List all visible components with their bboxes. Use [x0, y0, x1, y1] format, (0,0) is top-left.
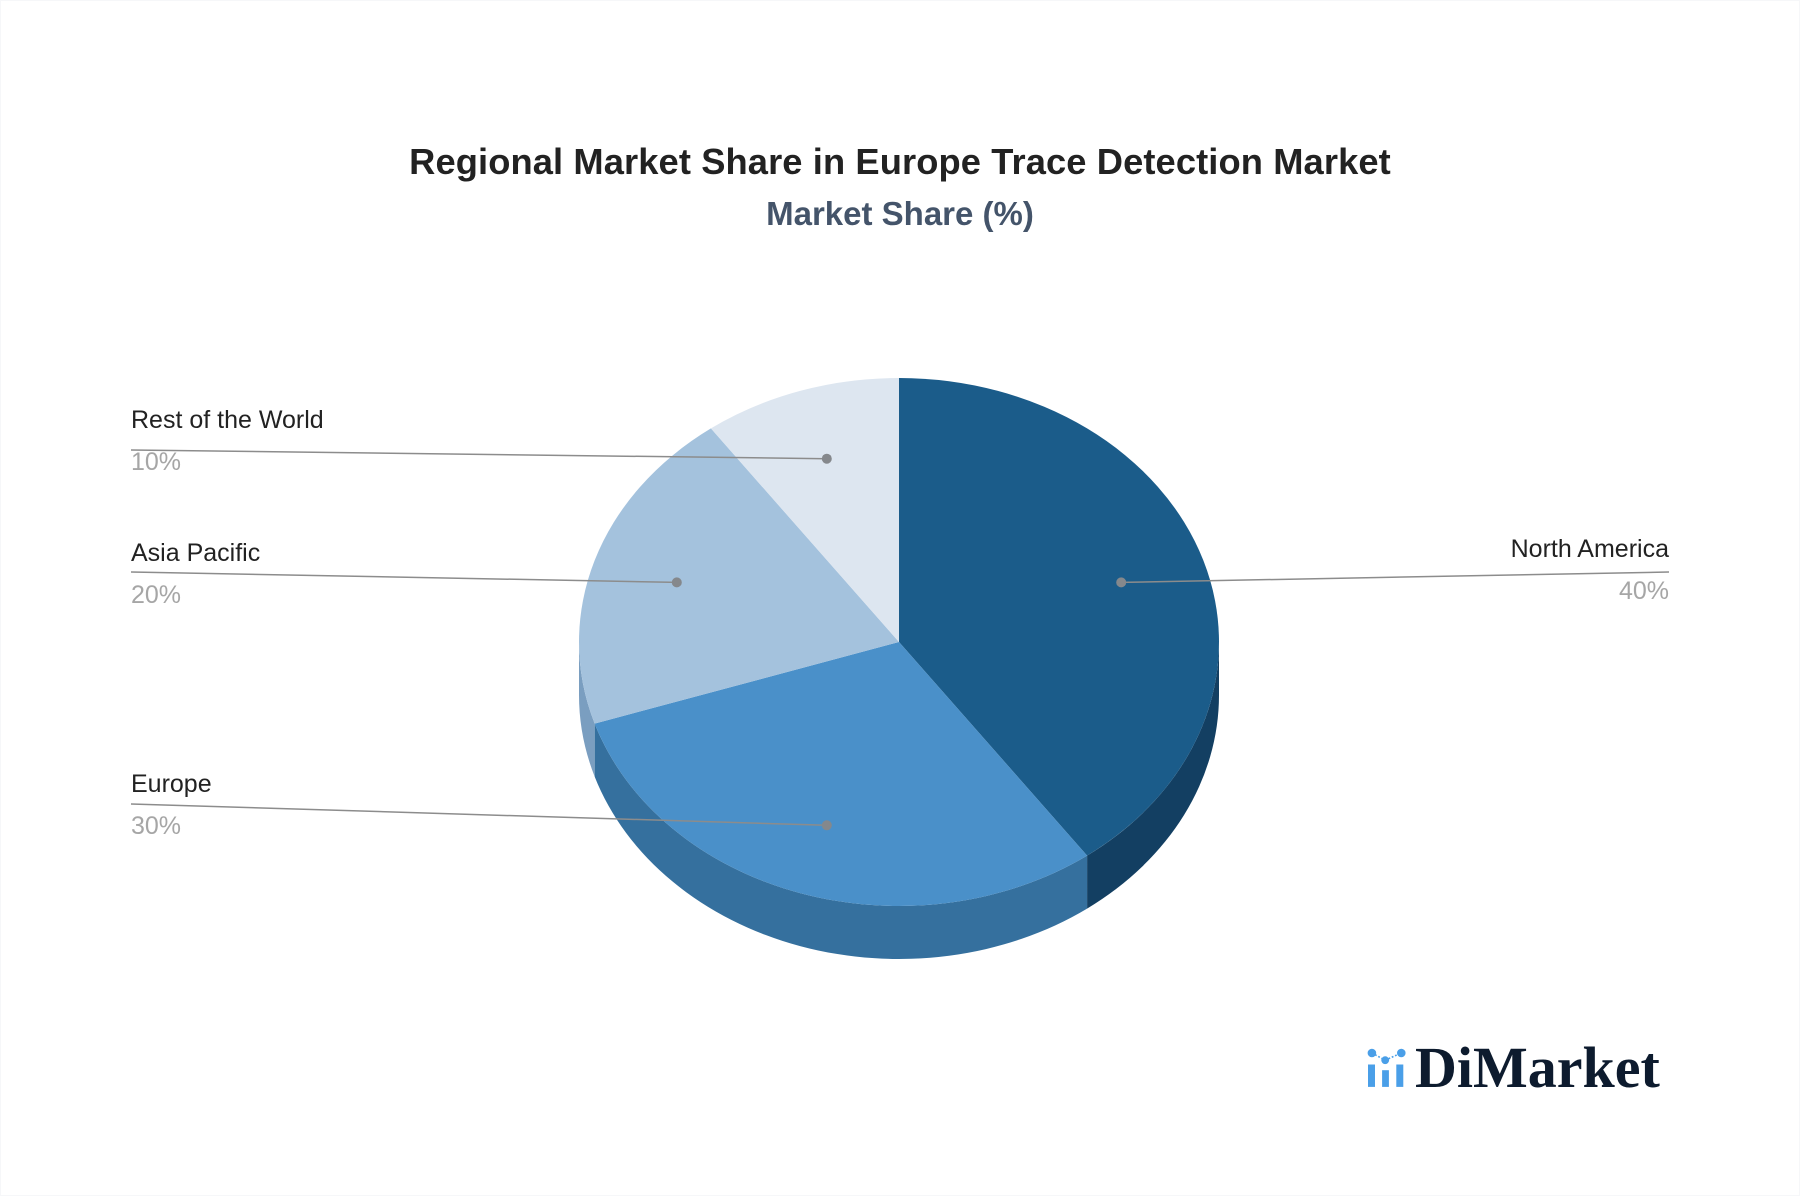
svg-text:DiMarket: DiMarket [1415, 1040, 1660, 1100]
